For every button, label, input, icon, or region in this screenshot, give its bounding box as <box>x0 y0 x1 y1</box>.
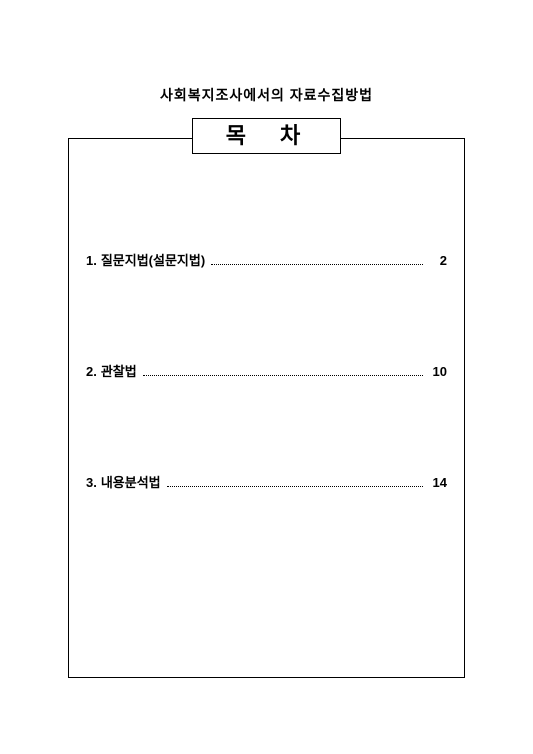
toc-row: 1. 질문지법(설문지법) 2 <box>86 250 447 269</box>
toc-item-title: 관찰법 <box>101 361 137 380</box>
toc-item-page: 14 <box>429 475 447 490</box>
toc-item-number: 2. <box>86 364 97 379</box>
toc-label-wrap: 목 차 <box>0 118 533 154</box>
toc-row: 2. 관찰법 10 <box>86 361 447 380</box>
toc-dot-leader <box>211 264 423 265</box>
page: 사회복지조사에서의 자료수집방법 목 차 1. 질문지법(설문지법) 2 2. … <box>0 0 533 754</box>
toc-item-page: 2 <box>429 253 447 268</box>
toc-item-number: 1. <box>86 253 97 268</box>
toc-heading: 목 차 <box>192 118 342 154</box>
document-title: 사회복지조사에서의 자료수집방법 <box>0 85 533 105</box>
toc-dot-leader <box>143 375 423 376</box>
toc-item-title: 내용분석법 <box>101 472 161 491</box>
toc-item-page: 10 <box>429 364 447 379</box>
toc-list: 1. 질문지법(설문지법) 2 2. 관찰법 10 3. 내용분석법 14 <box>86 250 447 583</box>
toc-dot-leader <box>167 486 423 487</box>
toc-item-number: 3. <box>86 475 97 490</box>
toc-item-title: 질문지법(설문지법) <box>101 250 205 269</box>
toc-row: 3. 내용분석법 14 <box>86 472 447 491</box>
